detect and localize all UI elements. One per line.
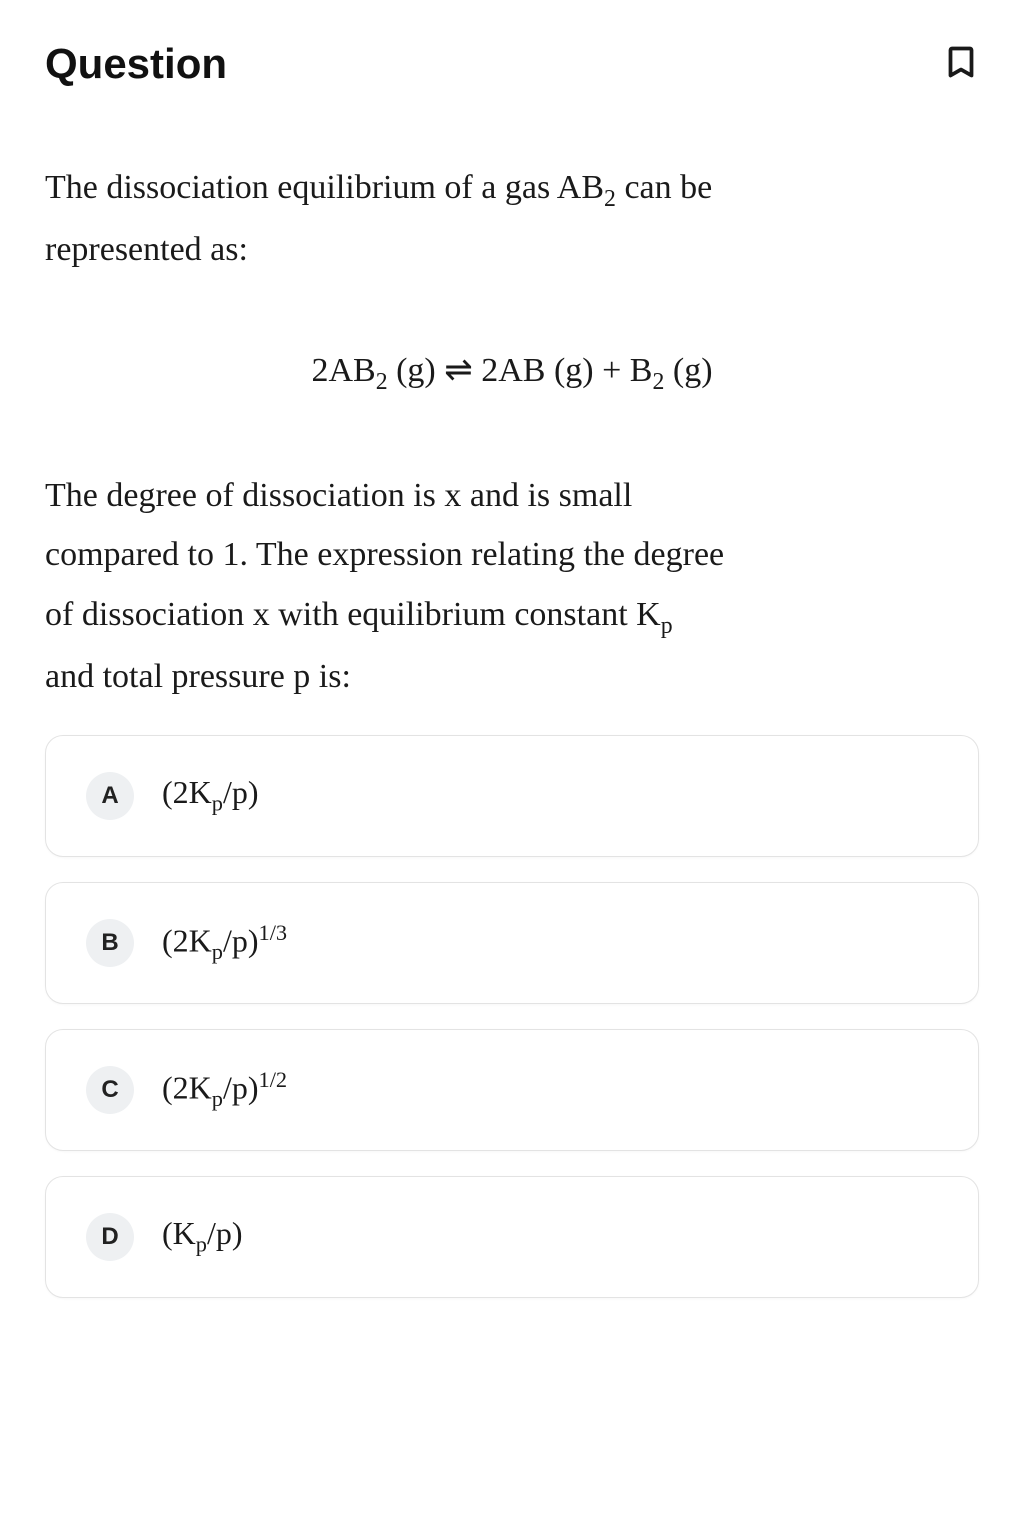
option-c[interactable]: C (2Kp/p)1/2 [45, 1029, 979, 1151]
option-a[interactable]: A (2Kp/p) [45, 735, 979, 857]
option-text: (2Kp/p)1/2 [162, 1067, 287, 1112]
body-line-2: compared to 1. The expression relating t… [45, 536, 724, 573]
option-letter: C [86, 1066, 134, 1114]
equation: 2AB2 (g) ⇌ 2AB (g) + B2 (g) [45, 350, 979, 396]
intro-line-2: represented as: [45, 231, 248, 268]
option-text: (Kp/p) [162, 1215, 243, 1257]
intro-line-1: The dissociation equilibrium of a gas AB… [45, 169, 712, 206]
option-letter: D [86, 1213, 134, 1261]
option-letter: B [86, 919, 134, 967]
question-header: Question [45, 40, 979, 88]
option-b[interactable]: B (2Kp/p)1/3 [45, 882, 979, 1004]
options-list: A (2Kp/p) B (2Kp/p)1/3 C (2Kp/p)1/2 D (K… [45, 735, 979, 1298]
option-letter: A [86, 772, 134, 820]
option-text: (2Kp/p) [162, 774, 259, 816]
question-title: Question [45, 40, 227, 88]
question-body: The degree of dissociation is x and is s… [45, 466, 979, 707]
body-line-1: The degree of dissociation is x and is s… [45, 477, 632, 514]
option-d[interactable]: D (Kp/p) [45, 1176, 979, 1298]
body-line-3: of dissociation x with equilibrium const… [45, 596, 673, 633]
option-text: (2Kp/p)1/3 [162, 920, 287, 965]
bookmark-icon[interactable] [943, 44, 979, 85]
question-intro: The dissociation equilibrium of a gas AB… [45, 158, 979, 280]
body-line-4: and total pressure p is: [45, 658, 351, 695]
